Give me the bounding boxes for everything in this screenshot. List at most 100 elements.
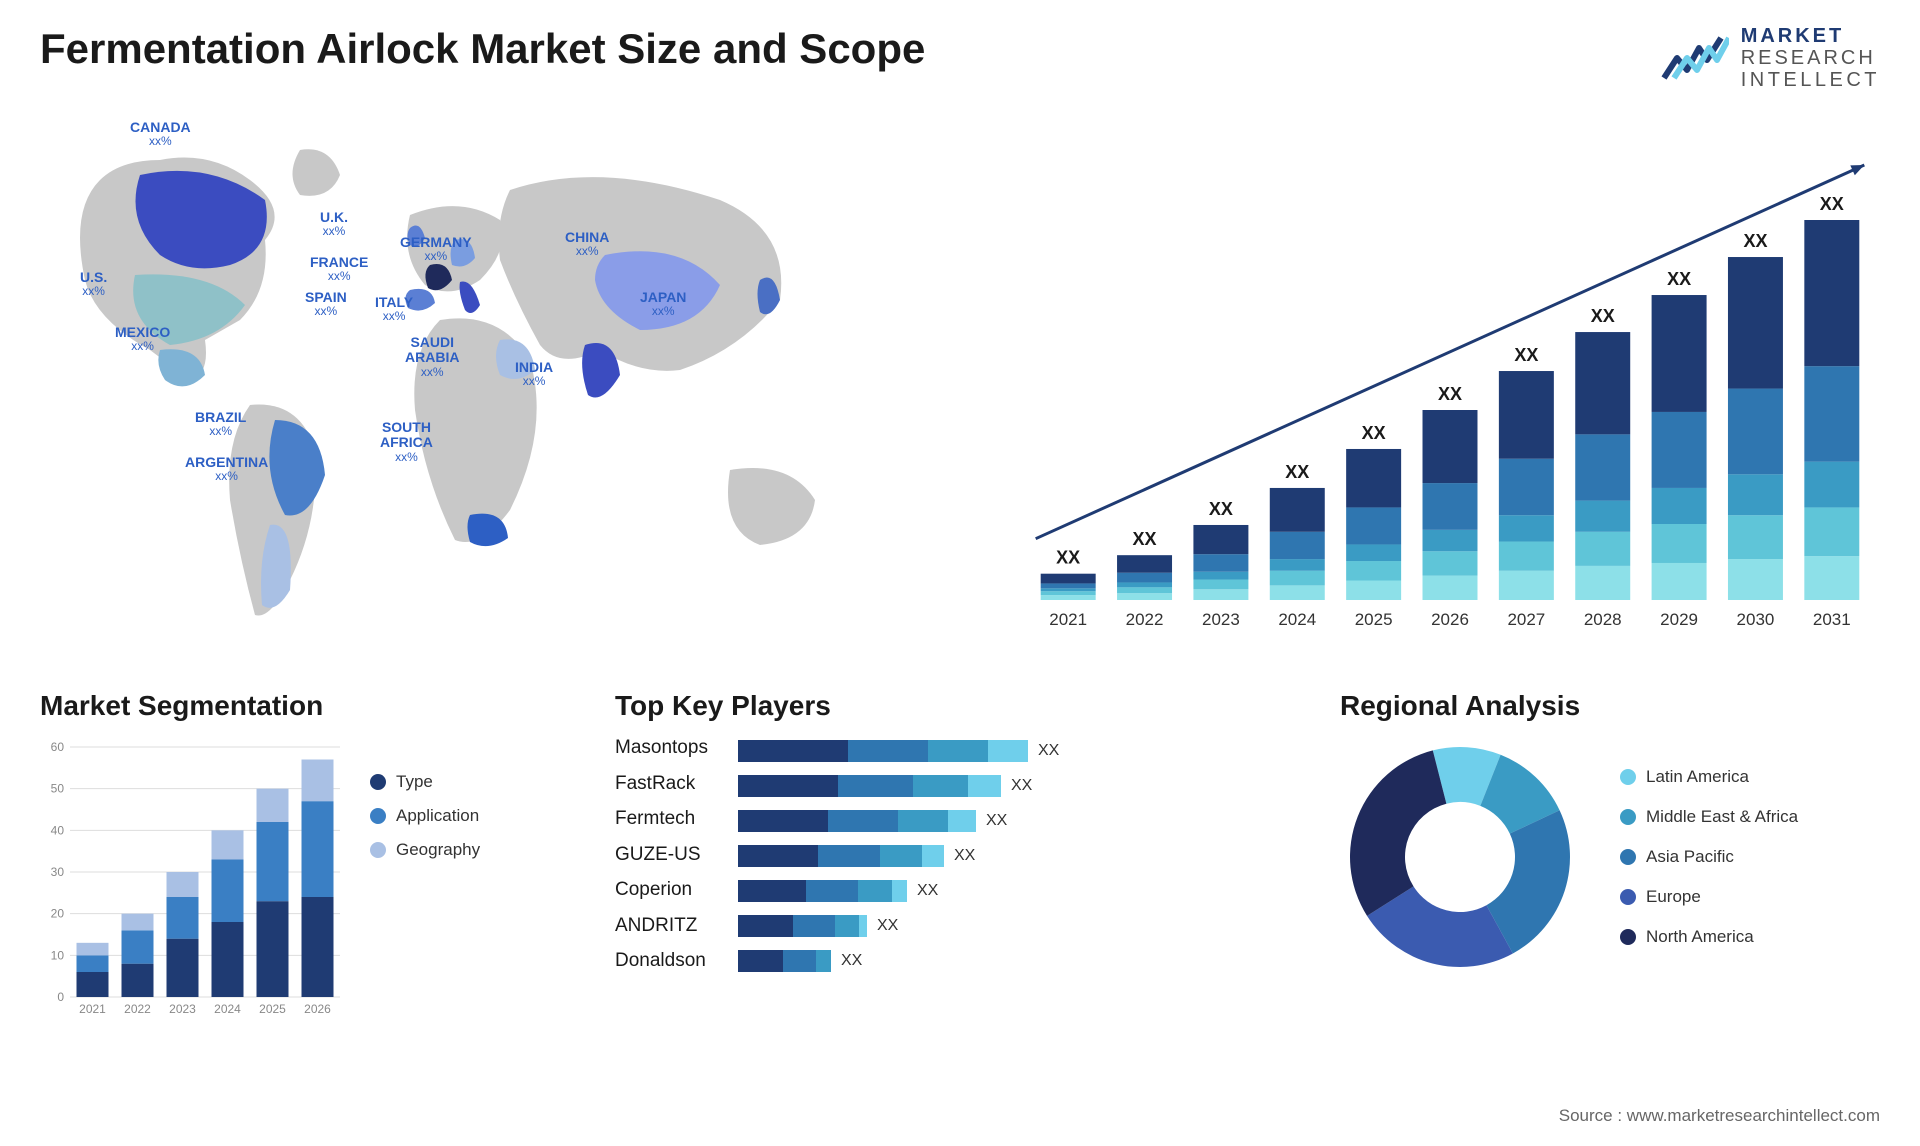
country-label: SAUDIARABIAxx% xyxy=(405,335,459,379)
svg-text:2021: 2021 xyxy=(1049,610,1087,629)
player-value: XX xyxy=(1038,742,1059,760)
svg-text:20: 20 xyxy=(51,907,65,921)
player-bar xyxy=(738,915,867,937)
country-label: ARGENTINAxx% xyxy=(185,455,268,484)
bar-segment xyxy=(783,950,816,972)
svg-text:2024: 2024 xyxy=(214,1002,241,1016)
svg-text:10: 10 xyxy=(51,948,65,962)
svg-text:2024: 2024 xyxy=(1278,610,1316,629)
legend-item: Application xyxy=(370,806,480,826)
bar-segment xyxy=(968,775,1001,797)
logo-line2: RESEARCH xyxy=(1741,47,1880,69)
svg-text:2022: 2022 xyxy=(1126,610,1164,629)
key-players-section: Top Key Players MasontopsFastRackFermtec… xyxy=(615,690,1215,973)
player-value: XX xyxy=(954,847,975,865)
svg-text:XX: XX xyxy=(1438,384,1462,404)
player-bar-row: XX xyxy=(738,949,1059,973)
svg-text:60: 60 xyxy=(51,740,65,754)
legend-item: Latin America xyxy=(1620,767,1798,787)
bar-segment xyxy=(922,845,944,867)
country-label: U.K.xx% xyxy=(320,210,348,239)
country-label: INDIAxx% xyxy=(515,360,553,389)
bar-segment xyxy=(738,740,848,762)
legend-dot xyxy=(370,774,386,790)
regional-section: Regional Analysis Latin America Middle Ea… xyxy=(1340,690,1880,977)
bar-segment xyxy=(892,880,907,902)
svg-text:XX: XX xyxy=(1820,194,1844,214)
logo-text: MARKET RESEARCH INTELLECT xyxy=(1741,25,1880,91)
key-player-names: MasontopsFastRackFermtechGUZE-USCoperion… xyxy=(615,737,708,973)
player-value: XX xyxy=(1011,777,1032,795)
legend-item: Geography xyxy=(370,840,480,860)
legend-dot xyxy=(1620,889,1636,905)
bar-segment xyxy=(738,880,806,902)
bar-segment xyxy=(928,740,988,762)
source-text: Source : www.marketresearchintellect.com xyxy=(1559,1106,1880,1126)
svg-text:2030: 2030 xyxy=(1737,610,1775,629)
legend-dot xyxy=(1620,849,1636,865)
regional-title: Regional Analysis xyxy=(1340,690,1880,722)
player-bar xyxy=(738,740,1028,762)
legend-dot xyxy=(370,842,386,858)
legend-dot xyxy=(370,808,386,824)
country-label: ITALYxx% xyxy=(375,295,413,324)
bar-segment xyxy=(859,915,867,937)
player-bar-row: XX xyxy=(738,774,1059,798)
svg-text:2026: 2026 xyxy=(304,1002,331,1016)
player-name: GUZE-US xyxy=(615,844,708,866)
svg-text:2028: 2028 xyxy=(1584,610,1622,629)
key-players-title: Top Key Players xyxy=(615,690,1215,722)
svg-text:XX: XX xyxy=(1285,462,1309,482)
legend-dot xyxy=(1620,809,1636,825)
player-bar-row: XX xyxy=(738,844,1059,868)
bar-segment xyxy=(848,740,928,762)
bar-segment xyxy=(738,845,818,867)
country-label: FRANCExx% xyxy=(310,255,368,284)
player-name: Coperion xyxy=(615,879,708,901)
country-label: GERMANYxx% xyxy=(400,235,472,264)
bar-segment xyxy=(738,775,838,797)
page-title: Fermentation Airlock Market Size and Sco… xyxy=(40,25,925,73)
legend-item: Type xyxy=(370,772,480,792)
player-value: XX xyxy=(986,812,1007,830)
svg-text:2023: 2023 xyxy=(1202,610,1240,629)
player-bar xyxy=(738,775,1001,797)
bar-segment xyxy=(948,810,976,832)
legend-label: Type xyxy=(396,772,433,792)
bar-segment xyxy=(898,810,948,832)
bar-segment xyxy=(858,880,892,902)
svg-text:2031: 2031 xyxy=(1813,610,1851,629)
country-label: U.S.xx% xyxy=(80,270,107,299)
legend-label: Middle East & Africa xyxy=(1646,807,1798,827)
player-bar xyxy=(738,810,976,832)
svg-text:2023: 2023 xyxy=(169,1002,196,1016)
legend-item: Asia Pacific xyxy=(1620,847,1798,867)
legend-label: Latin America xyxy=(1646,767,1749,787)
svg-text:2022: 2022 xyxy=(124,1002,151,1016)
legend-item: Europe xyxy=(1620,887,1798,907)
svg-text:XX: XX xyxy=(1743,231,1767,251)
regional-donut xyxy=(1340,737,1580,977)
legend-label: Geography xyxy=(396,840,480,860)
player-name: ANDRITZ xyxy=(615,915,708,937)
player-bar-row: XX xyxy=(738,809,1059,833)
svg-text:2025: 2025 xyxy=(1355,610,1393,629)
legend-label: Asia Pacific xyxy=(1646,847,1734,867)
segmentation-title: Market Segmentation xyxy=(40,690,580,722)
svg-text:XX: XX xyxy=(1133,529,1157,549)
bar-segment xyxy=(880,845,922,867)
country-label: CANADAxx% xyxy=(130,120,191,149)
legend-item: Middle East & Africa xyxy=(1620,807,1798,827)
bar-segment xyxy=(738,950,783,972)
bar-segment xyxy=(828,810,898,832)
player-bar-row: XX xyxy=(738,879,1059,903)
svg-text:0: 0 xyxy=(57,990,64,1004)
player-bar xyxy=(738,845,944,867)
segmentation-legend: Type Application Geography xyxy=(370,772,480,860)
bar-segment xyxy=(913,775,968,797)
legend-label: Application xyxy=(396,806,479,826)
country-label: JAPANxx% xyxy=(640,290,686,319)
bar-segment xyxy=(816,950,831,972)
legend-label: Europe xyxy=(1646,887,1701,907)
player-bar-row: XX xyxy=(738,914,1059,938)
